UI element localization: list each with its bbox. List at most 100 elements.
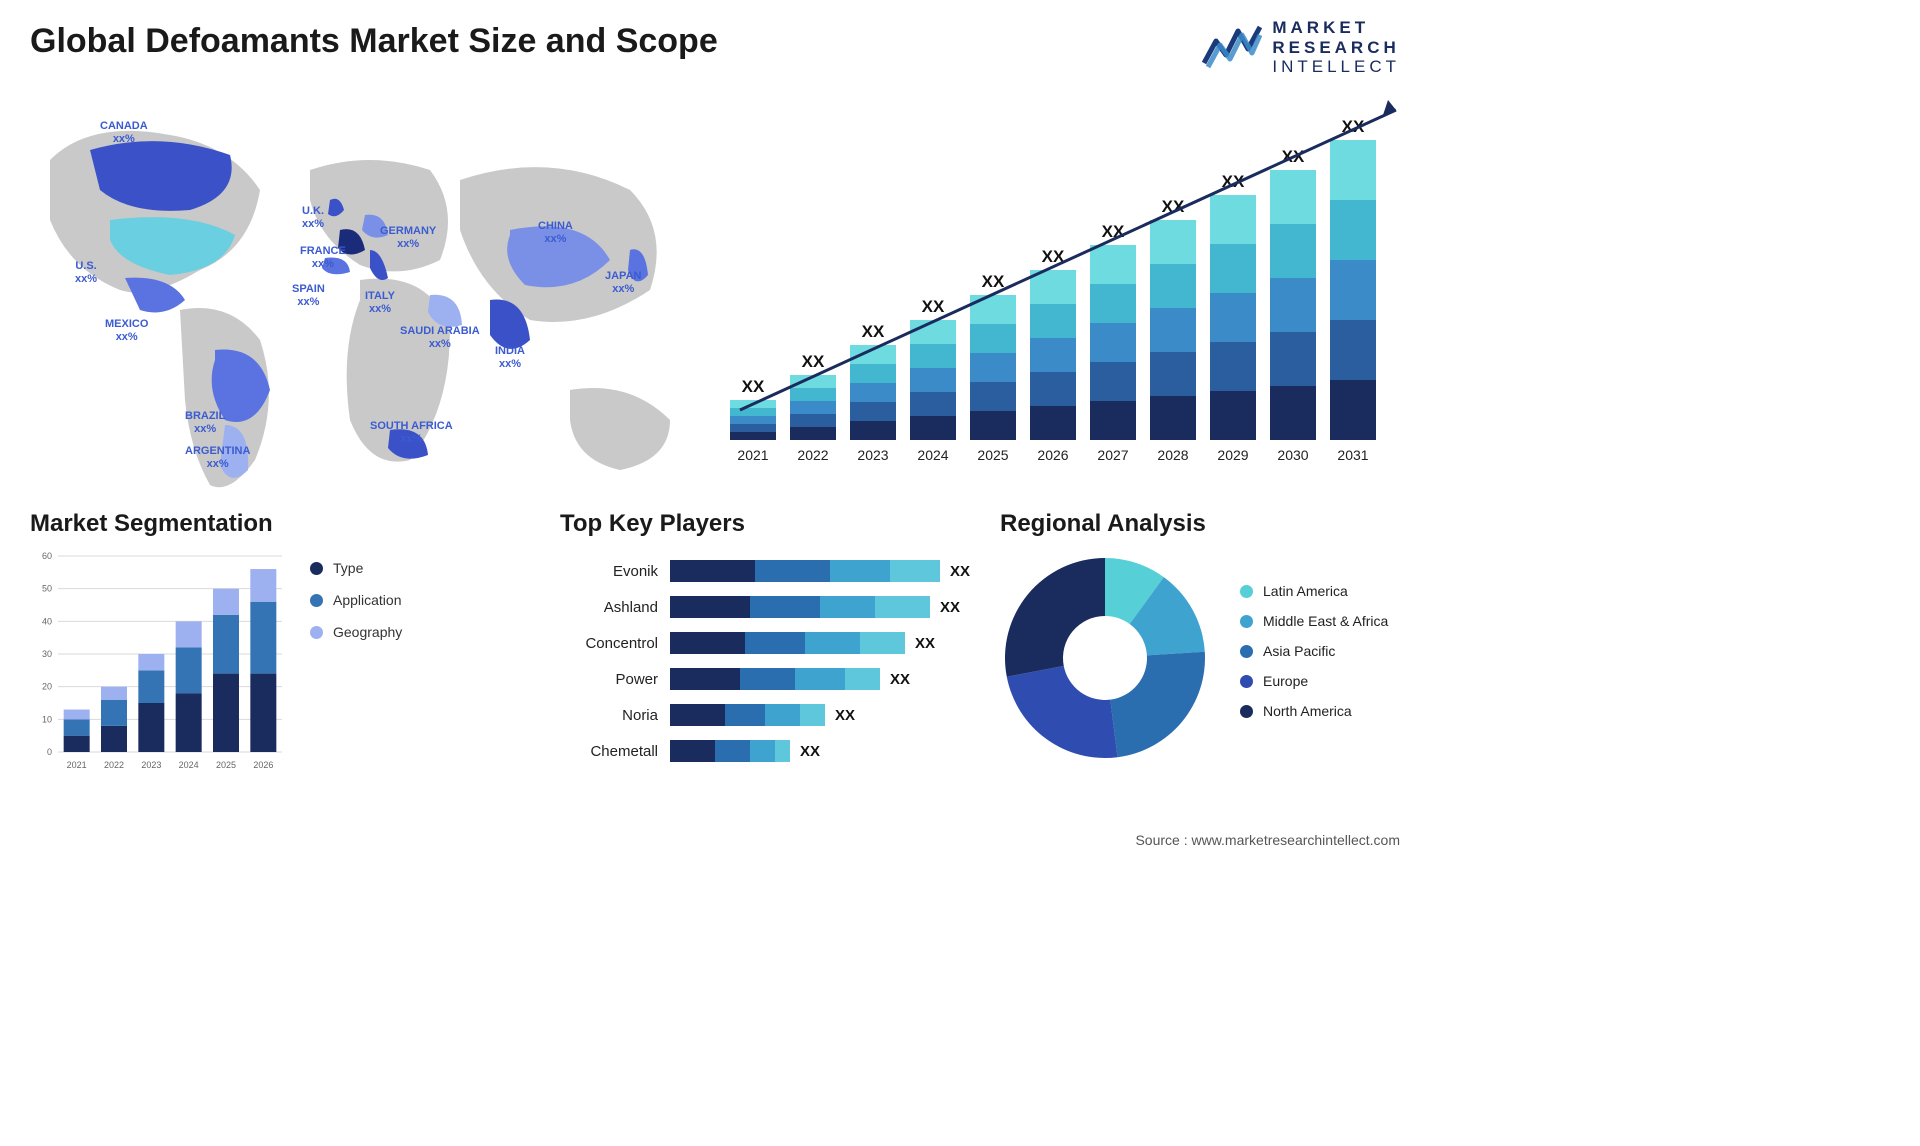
ra-legend-label: Latin America: [1263, 583, 1348, 599]
map-label-mexico: MEXICOxx%: [105, 318, 148, 343]
seg-legend-row: Application: [310, 592, 402, 608]
svg-text:10: 10: [42, 714, 52, 724]
map-country-pct: xx%: [185, 458, 250, 471]
map-country-name: CHINA: [538, 220, 573, 232]
map-label-brazil: BRAZILxx%: [185, 410, 225, 435]
kp-name: Chemetall: [560, 743, 670, 760]
legend-dot-icon: [1240, 675, 1253, 688]
ra-legend-label: North America: [1263, 703, 1352, 719]
map-country-name: MEXICO: [105, 318, 148, 330]
kp-value: XX: [940, 599, 960, 616]
logo-mark-icon: [1202, 23, 1262, 71]
kp-bar: [670, 596, 930, 618]
logo-text: MARKET RESEARCH INTELLECT: [1272, 18, 1400, 77]
map-country-name: INDIA: [495, 345, 525, 357]
kp-bar-segment: [750, 596, 820, 618]
kp-bar: [670, 560, 940, 582]
kp-bar-segment: [715, 740, 750, 762]
svg-text:XX: XX: [922, 297, 945, 316]
map-country-pct: xx%: [605, 283, 641, 296]
svg-text:2025: 2025: [216, 760, 236, 770]
kp-bar-segment: [725, 704, 765, 726]
kp-bar-segment: [890, 560, 940, 582]
ra-legend-label: Asia Pacific: [1263, 643, 1335, 659]
kp-bar: [670, 668, 880, 690]
kp-bar-segment: [670, 668, 740, 690]
map-country-name: GERMANY: [380, 225, 436, 237]
svg-text:2028: 2028: [1157, 447, 1188, 463]
kp-bar-segment: [860, 632, 905, 654]
svg-text:20: 20: [42, 682, 52, 692]
kp-bar-segment: [745, 632, 805, 654]
map-country-pct: xx%: [300, 258, 346, 271]
map-country-pct: xx%: [105, 331, 148, 344]
legend-dot-icon: [310, 562, 323, 575]
kp-row: Power XX: [560, 664, 980, 694]
kp-bar: [670, 704, 825, 726]
svg-text:2029: 2029: [1217, 447, 1248, 463]
legend-dot-icon: [1240, 645, 1253, 658]
kp-bar-segment: [875, 596, 930, 618]
kp-value: XX: [950, 563, 970, 580]
svg-text:2024: 2024: [179, 760, 199, 770]
svg-text:2021: 2021: [737, 447, 768, 463]
ra-legend-row: North America: [1240, 703, 1388, 719]
kp-name: Evonik: [560, 563, 670, 580]
svg-text:60: 60: [42, 551, 52, 561]
svg-text:XX: XX: [802, 352, 825, 371]
legend-dot-icon: [310, 626, 323, 639]
map-country-pct: xx%: [75, 273, 97, 286]
ra-legend-row: Latin America: [1240, 583, 1388, 599]
kp-bar-segment: [670, 704, 725, 726]
legend-dot-icon: [1240, 585, 1253, 598]
svg-text:2030: 2030: [1277, 447, 1308, 463]
svg-text:2026: 2026: [253, 760, 273, 770]
svg-text:2022: 2022: [797, 447, 828, 463]
logo-line3: INTELLECT: [1272, 57, 1400, 77]
kp-bar-segment: [845, 668, 880, 690]
map-country-pct: xx%: [400, 338, 480, 351]
kp-name: Power: [560, 671, 670, 688]
kp-row: Ashland XX: [560, 592, 980, 622]
kp-bar-segment: [775, 740, 790, 762]
map-country-name: SOUTH AFRICA: [370, 420, 453, 432]
svg-text:XX: XX: [862, 322, 885, 341]
growth-chart: XX2021XX2022XX2023XX2024XX2025XX2026XX20…: [720, 100, 1400, 470]
svg-text:0: 0: [47, 747, 52, 757]
source-text: Source : www.marketresearchintellect.com: [1135, 832, 1400, 848]
kp-bar-segment: [755, 560, 830, 582]
svg-text:2021: 2021: [67, 760, 87, 770]
seg-legend-label: Geography: [333, 624, 402, 640]
legend-dot-icon: [1240, 705, 1253, 718]
legend-dot-icon: [1240, 615, 1253, 628]
kp-value: XX: [835, 707, 855, 724]
ra-legend-row: Middle East & Africa: [1240, 613, 1388, 629]
seg-legend-label: Type: [333, 560, 363, 576]
map-label-spain: SPAINxx%: [292, 283, 325, 308]
ra-legend-label: Middle East & Africa: [1263, 613, 1388, 629]
map-label-u-s-: U.S.xx%: [75, 260, 97, 285]
kp-row: Evonik XX: [560, 556, 980, 586]
map-country-pct: xx%: [380, 238, 436, 251]
kp-row: ChemetallXX: [560, 736, 980, 766]
kp-name: Ashland: [560, 599, 670, 616]
map-label-south-africa: SOUTH AFRICAxx%: [370, 420, 453, 445]
svg-text:XX: XX: [742, 377, 765, 396]
kp-bar-segment: [670, 560, 755, 582]
kp-bar-segment: [795, 668, 845, 690]
map-country-pct: xx%: [185, 423, 225, 436]
kp-value: XX: [890, 671, 910, 688]
kp-bar-segment: [750, 740, 775, 762]
map-country-pct: xx%: [538, 233, 573, 246]
kp-bar-segment: [830, 560, 890, 582]
svg-text:2023: 2023: [857, 447, 888, 463]
map-country-pct: xx%: [292, 296, 325, 309]
map-country-name: SAUDI ARABIA: [400, 325, 480, 337]
kp-bar-segment: [805, 632, 860, 654]
svg-text:30: 30: [42, 649, 52, 659]
map-country-name: U.K.: [302, 205, 324, 217]
map-country-name: ARGENTINA: [185, 445, 250, 457]
map-label-japan: JAPANxx%: [605, 270, 641, 295]
logo-line2: RESEARCH: [1272, 38, 1400, 58]
growth-chart-svg: XX2021XX2022XX2023XX2024XX2025XX2026XX20…: [720, 100, 1400, 470]
